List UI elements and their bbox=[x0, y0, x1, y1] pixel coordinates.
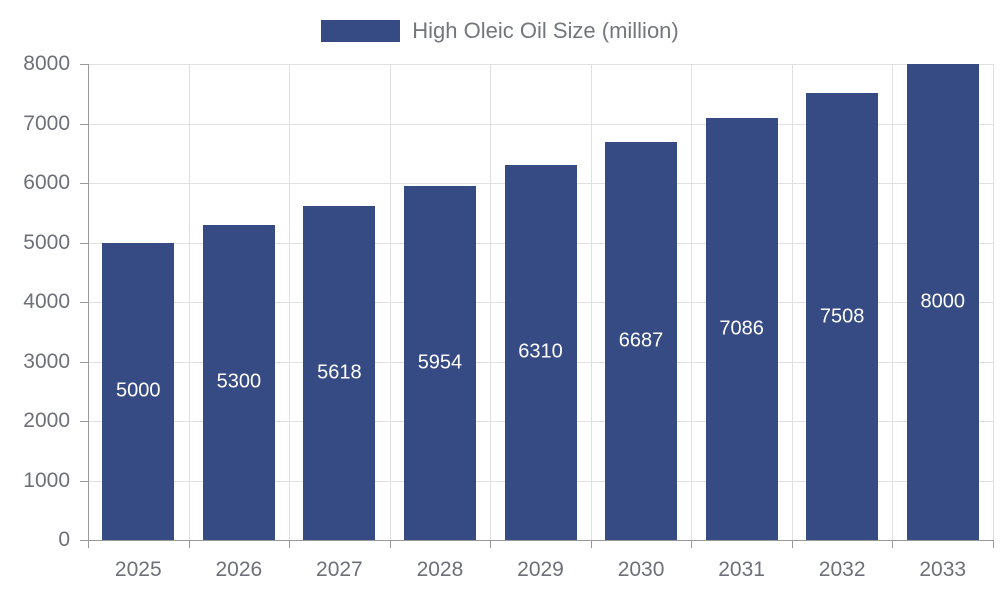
x-axis-tick bbox=[490, 540, 492, 548]
x-axis-tick-label[interactable]: 2026 bbox=[215, 558, 263, 581]
legend[interactable]: High Oleic Oil Size (million) bbox=[0, 18, 1000, 44]
bar[interactable] bbox=[504, 164, 577, 540]
v-gridline bbox=[188, 64, 190, 540]
x-axis-tick-label[interactable]: 2033 bbox=[919, 558, 967, 581]
bar-value-label: 5300 bbox=[216, 370, 262, 393]
legend-swatch bbox=[321, 20, 401, 42]
x-axis-tick-label[interactable]: 2028 bbox=[416, 558, 464, 581]
x-axis-tick-label[interactable]: 2029 bbox=[517, 558, 564, 581]
h-gridline bbox=[88, 64, 993, 65]
x-axis-tick bbox=[188, 540, 190, 548]
y-axis-tick-label[interactable]: 5000 bbox=[23, 230, 70, 254]
y-axis-tick-label[interactable]: 8000 bbox=[23, 52, 70, 75]
bar-value-label: 7508 bbox=[819, 305, 865, 328]
legend-label: High Oleic Oil Size (million) bbox=[412, 18, 679, 43]
x-axis-tick-label[interactable]: 2025 bbox=[114, 558, 162, 581]
x-axis-tick bbox=[691, 540, 693, 548]
x-axis-tick-label[interactable]: 2030 bbox=[617, 558, 665, 581]
y-axis-tick-label[interactable]: 0 bbox=[58, 528, 70, 551]
y-axis-tick bbox=[80, 361, 88, 363]
x-axis-tick-label[interactable]: 2027 bbox=[316, 558, 363, 581]
x-axis-tick bbox=[389, 540, 391, 548]
y-axis-tick bbox=[80, 64, 88, 65]
x-axis-tick bbox=[791, 540, 793, 548]
y-axis-tick-label[interactable]: 1000 bbox=[23, 468, 70, 492]
bar-value-label: 6310 bbox=[518, 340, 563, 363]
x-axis-tick-label[interactable]: 2031 bbox=[718, 558, 765, 581]
y-axis-tick-label[interactable]: 3000 bbox=[23, 349, 70, 373]
bar[interactable] bbox=[806, 93, 879, 540]
bar[interactable] bbox=[102, 242, 175, 540]
v-gridline bbox=[691, 64, 693, 540]
v-gridline bbox=[590, 64, 592, 540]
y-axis-tick bbox=[80, 540, 88, 541]
bar-value-label: 5000 bbox=[116, 379, 161, 402]
bar[interactable] bbox=[705, 118, 778, 540]
bar[interactable] bbox=[202, 224, 275, 540]
v-gridline bbox=[791, 64, 793, 540]
y-axis-tick bbox=[80, 302, 88, 303]
y-axis-tick-label[interactable]: 2000 bbox=[23, 409, 70, 432]
y-axis-tick bbox=[80, 421, 88, 422]
y-axis-tick bbox=[80, 480, 88, 482]
bar-value-label: 6687 bbox=[618, 329, 664, 352]
bar[interactable] bbox=[906, 64, 979, 540]
x-axis-tick bbox=[88, 540, 89, 548]
x-axis-tick bbox=[590, 540, 592, 548]
bar[interactable] bbox=[303, 205, 376, 540]
bar-value-label: 5954 bbox=[417, 351, 463, 374]
v-gridline bbox=[289, 64, 291, 540]
bar-value-label: 5618 bbox=[317, 361, 362, 384]
x-axis-tick bbox=[892, 540, 894, 548]
y-axis-tick bbox=[80, 123, 88, 125]
h-gridline bbox=[88, 123, 993, 125]
y-axis-tick bbox=[80, 242, 88, 244]
v-gridline bbox=[389, 64, 391, 540]
bar[interactable] bbox=[403, 185, 476, 540]
x-axis-tick-label[interactable]: 2032 bbox=[818, 558, 866, 581]
y-axis-tick bbox=[80, 183, 88, 184]
x-axis-tick bbox=[993, 540, 994, 548]
x-axis-line bbox=[88, 540, 993, 541]
v-gridline bbox=[892, 64, 894, 540]
bar-value-label: 8000 bbox=[920, 290, 965, 313]
y-axis-tick-label[interactable]: 7000 bbox=[23, 111, 70, 135]
y-axis-tick-label[interactable]: 4000 bbox=[23, 290, 70, 313]
x-axis-tick bbox=[289, 540, 291, 548]
v-gridline bbox=[993, 64, 994, 540]
y-axis-tick-label[interactable]: 6000 bbox=[23, 171, 70, 194]
bar-value-label: 7086 bbox=[719, 317, 764, 340]
y-axis-line bbox=[88, 64, 89, 540]
v-gridline bbox=[490, 64, 492, 540]
bar[interactable] bbox=[605, 142, 678, 540]
